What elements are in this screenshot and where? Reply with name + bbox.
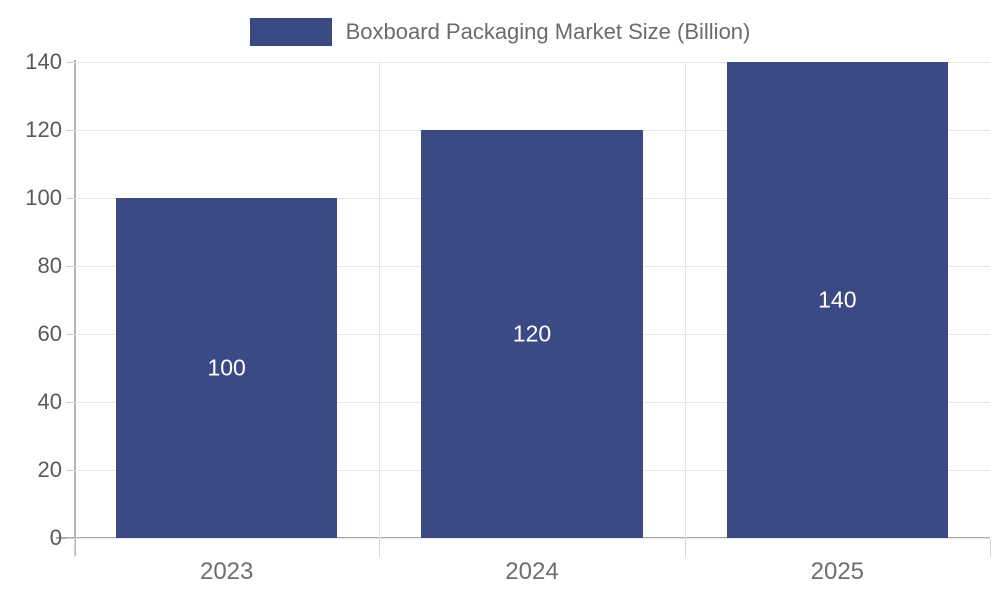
bar-value-label-2025: 140 [818, 286, 857, 313]
y-tick-mark-40 [66, 402, 74, 403]
bar-2024[interactable]: 120 [421, 130, 643, 538]
gridline-x-2 [684, 62, 686, 538]
bar-2025[interactable]: 140 [726, 62, 948, 538]
x-axis-label-2023: 2023 [199, 558, 254, 585]
y-tick-label-40: 40 [37, 389, 62, 414]
gridline-x-1 [379, 62, 381, 538]
y-tick-mark-140 [66, 62, 74, 63]
plot-area: 100 120 140 [74, 62, 990, 539]
y-tick-mark-60 [66, 334, 74, 335]
y-tick-label-60: 60 [37, 321, 62, 346]
legend-label: Boxboard Packaging Market Size (Billion) [345, 19, 751, 44]
y-axis-line [74, 60, 76, 556]
y-tick-mark-80 [66, 266, 74, 267]
x-tick-mark-edge-3 [990, 539, 991, 557]
y-tick-mark-0 [66, 538, 74, 539]
y-tick-mark-20 [66, 470, 74, 471]
gridline-y-0 [74, 538, 990, 539]
bar-value-label-2024: 120 [512, 320, 552, 347]
x-axis-label-2025: 2025 [810, 558, 865, 585]
gridline-y-140 [74, 62, 990, 63]
x-tick-mark-edge-0 [74, 539, 75, 557]
bar-value-label-2023: 100 [207, 354, 246, 381]
x-tick-mark-2 [684, 539, 686, 557]
bar-2023[interactable]: 100 [115, 198, 338, 538]
x-tick-mark-1 [379, 539, 381, 557]
y-tick-label-20: 20 [37, 457, 62, 482]
y-tick-label-140: 140 [25, 49, 62, 74]
legend-item-boxboard[interactable]: Boxboard Packaging Market Size (Billion) [249, 18, 751, 46]
y-tick-label-80: 80 [37, 253, 62, 278]
y-tick-mark-120 [66, 130, 74, 131]
y-tick-label-120: 120 [25, 117, 62, 142]
y-tick-label-100: 100 [25, 185, 62, 210]
y-tick-mark-100 [66, 198, 74, 199]
x-axis-label-2024: 2024 [505, 558, 559, 585]
y-tick-label-0: 0 [49, 525, 62, 550]
legend-color-swatch [249, 18, 332, 46]
chart-legend: Boxboard Packaging Market Size (Billion) [0, 12, 1000, 52]
